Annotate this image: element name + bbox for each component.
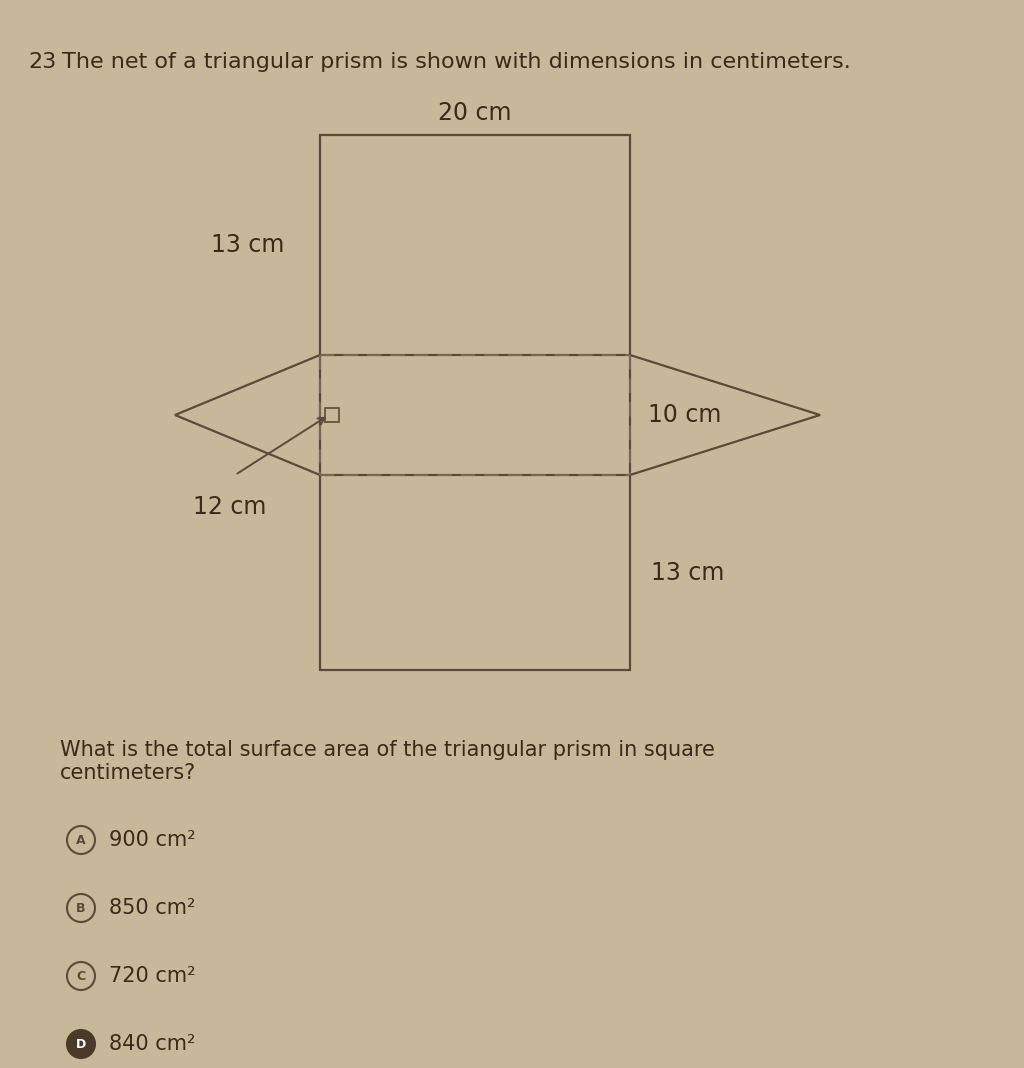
Circle shape [67,1030,95,1058]
Text: A: A [76,833,86,847]
Text: 10 cm: 10 cm [648,403,722,427]
Text: What is the total surface area of the triangular prism in square
centimeters?: What is the total surface area of the tr… [60,740,715,783]
Text: The net of a triangular prism is shown with dimensions in centimeters.: The net of a triangular prism is shown w… [55,52,851,72]
Text: C: C [77,970,86,983]
Text: 12 cm: 12 cm [194,494,266,519]
Text: B: B [76,901,86,914]
Text: 13 cm: 13 cm [651,561,725,584]
Text: 850 cm²: 850 cm² [109,898,196,918]
Text: 20 cm: 20 cm [438,101,512,125]
Text: 23: 23 [28,52,56,72]
Text: 13 cm: 13 cm [211,233,285,257]
Text: 720 cm²: 720 cm² [109,965,196,986]
Text: 900 cm²: 900 cm² [109,830,196,850]
Text: 840 cm²: 840 cm² [109,1034,196,1054]
Text: D: D [76,1037,86,1051]
